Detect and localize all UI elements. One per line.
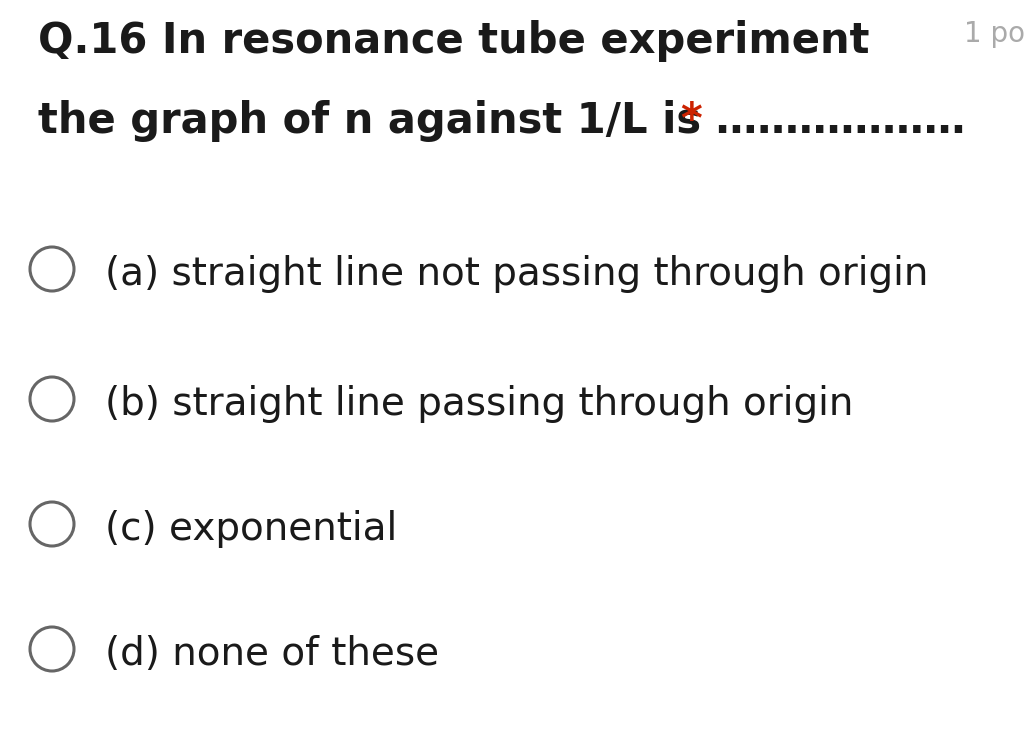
Text: 1 po: 1 po bbox=[964, 20, 1024, 48]
Text: (a) straight line not passing through origin: (a) straight line not passing through or… bbox=[105, 255, 929, 293]
Text: (d) none of these: (d) none of these bbox=[105, 635, 439, 673]
Text: Q.16 In resonance tube experiment: Q.16 In resonance tube experiment bbox=[38, 20, 869, 62]
Text: *: * bbox=[680, 100, 701, 142]
Text: (c) exponential: (c) exponential bbox=[105, 510, 397, 548]
Text: (b) straight line passing through origin: (b) straight line passing through origin bbox=[105, 385, 853, 423]
Text: the graph of n against 1/L is ………………: the graph of n against 1/L is ……………… bbox=[38, 100, 980, 142]
